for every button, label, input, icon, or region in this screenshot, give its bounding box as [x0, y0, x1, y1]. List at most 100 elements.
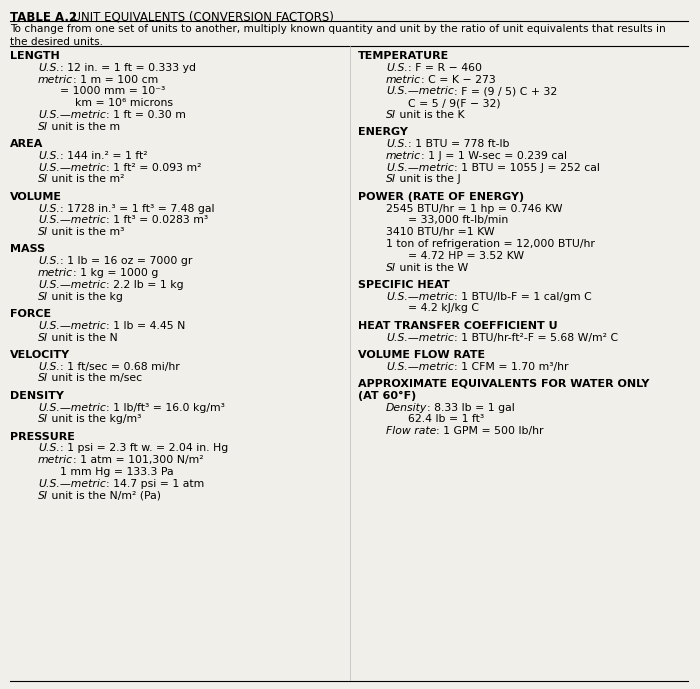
- Text: : 12 in. = 1 ft = 0.333 yd: : 12 in. = 1 ft = 0.333 yd: [60, 63, 196, 73]
- Text: LENGTH: LENGTH: [10, 51, 60, 61]
- Text: : 1 ft³ = 0.0283 m³: : 1 ft³ = 0.0283 m³: [106, 216, 208, 225]
- Text: U.S.—metric: U.S.—metric: [386, 362, 454, 371]
- Text: unit is the kg: unit is the kg: [48, 291, 123, 302]
- Text: : 2.2 lb = 1 kg: : 2.2 lb = 1 kg: [106, 280, 183, 290]
- Text: VOLUME FLOW RATE: VOLUME FLOW RATE: [358, 350, 485, 360]
- Text: unit is the m³: unit is the m³: [48, 227, 125, 237]
- Text: : 1 BTU/lb-F = 1 cal/gm C: : 1 BTU/lb-F = 1 cal/gm C: [454, 291, 592, 302]
- Text: = 33,000 ft-lb/min: = 33,000 ft-lb/min: [408, 216, 508, 225]
- Text: : 1728 in.³ = 1 ft³ = 7.48 gal: : 1728 in.³ = 1 ft³ = 7.48 gal: [60, 204, 214, 214]
- Text: SI: SI: [38, 414, 48, 424]
- Text: SI: SI: [386, 110, 396, 120]
- Text: : 1 lb = 4.45 N: : 1 lb = 4.45 N: [106, 321, 186, 331]
- Text: unit is the m: unit is the m: [48, 122, 120, 132]
- Text: SI: SI: [38, 291, 48, 302]
- Text: FORCE: FORCE: [10, 309, 51, 319]
- Text: U.S.: U.S.: [38, 256, 60, 267]
- Text: 1 ton of refrigeration = 12,000 BTU/hr: 1 ton of refrigeration = 12,000 BTU/hr: [386, 239, 595, 249]
- Text: unit is the m²: unit is the m²: [48, 174, 125, 185]
- Text: the desired units.: the desired units.: [10, 37, 103, 47]
- Text: U.S.—metric: U.S.—metric: [386, 333, 454, 342]
- Text: unit is the K: unit is the K: [396, 110, 465, 120]
- Text: U.S.—metric: U.S.—metric: [38, 280, 106, 290]
- Text: APPROXIMATE EQUIVALENTS FOR WATER ONLY: APPROXIMATE EQUIVALENTS FOR WATER ONLY: [358, 379, 650, 389]
- Text: : C = K − 273: : C = K − 273: [421, 74, 496, 85]
- Text: U.S.: U.S.: [38, 151, 60, 161]
- Text: C = 5 / 9(F − 32): C = 5 / 9(F − 32): [408, 99, 500, 108]
- Text: U.S.—metric: U.S.—metric: [38, 216, 106, 225]
- Text: U.S.—metric: U.S.—metric: [386, 86, 454, 96]
- Text: SI: SI: [38, 227, 48, 237]
- Text: TEMPERATURE: TEMPERATURE: [358, 51, 449, 61]
- Text: SI: SI: [38, 333, 48, 342]
- Text: : 1 atm = 101,300 N/m²: : 1 atm = 101,300 N/m²: [73, 455, 204, 465]
- Text: U.S.—metric: U.S.—metric: [38, 163, 106, 173]
- Text: 2545 BTU/hr = 1 hp = 0.746 KW: 2545 BTU/hr = 1 hp = 0.746 KW: [386, 204, 563, 214]
- Text: POWER (RATE OF ENERGY): POWER (RATE OF ENERGY): [358, 192, 524, 202]
- Text: metric: metric: [38, 455, 73, 465]
- Text: 62.4 lb = 1 ft³: 62.4 lb = 1 ft³: [408, 414, 484, 424]
- Text: U.S.: U.S.: [386, 139, 408, 149]
- Text: : 1 BTU/hr-ft²-F = 5.68 W/m² C: : 1 BTU/hr-ft²-F = 5.68 W/m² C: [454, 333, 618, 342]
- Text: = 4.2 kJ/kg C: = 4.2 kJ/kg C: [408, 303, 479, 313]
- Text: Density: Density: [386, 402, 427, 413]
- Text: : 14.7 psi = 1 atm: : 14.7 psi = 1 atm: [106, 479, 204, 489]
- Text: : 1 m = 100 cm: : 1 m = 100 cm: [73, 74, 158, 85]
- Text: : 1 J = 1 W-sec = 0.239 cal: : 1 J = 1 W-sec = 0.239 cal: [421, 151, 567, 161]
- Text: SI: SI: [386, 174, 396, 185]
- Text: : 1 ft/sec = 0.68 mi/hr: : 1 ft/sec = 0.68 mi/hr: [60, 362, 180, 371]
- Text: metric: metric: [386, 151, 421, 161]
- Text: SI: SI: [38, 122, 48, 132]
- Text: VELOCITY: VELOCITY: [10, 350, 70, 360]
- Text: unit is the N: unit is the N: [48, 333, 118, 342]
- Text: : 8.33 lb = 1 gal: : 8.33 lb = 1 gal: [427, 402, 515, 413]
- Text: : 1 lb/ft³ = 16.0 kg/m³: : 1 lb/ft³ = 16.0 kg/m³: [106, 402, 225, 413]
- Text: SI: SI: [38, 373, 48, 384]
- Text: : 144 in.² = 1 ft²: : 144 in.² = 1 ft²: [60, 151, 148, 161]
- Text: metric: metric: [386, 74, 421, 85]
- Text: U.S.—metric: U.S.—metric: [38, 110, 106, 120]
- Text: unit is the W: unit is the W: [396, 263, 468, 273]
- Text: : 1 BTU = 1055 J = 252 cal: : 1 BTU = 1055 J = 252 cal: [454, 163, 600, 173]
- Text: : F = (9 / 5) C + 32: : F = (9 / 5) C + 32: [454, 86, 557, 96]
- Text: Flow rate: Flow rate: [386, 426, 436, 436]
- Text: unit is the N/m² (Pa): unit is the N/m² (Pa): [48, 491, 161, 501]
- Text: SI: SI: [38, 491, 48, 501]
- Text: : 1 ft = 0.30 m: : 1 ft = 0.30 m: [106, 110, 186, 120]
- Text: UNIT EQUIVALENTS (CONVERSION FACTORS): UNIT EQUIVALENTS (CONVERSION FACTORS): [65, 11, 334, 24]
- Text: : 1 kg = 1000 g: : 1 kg = 1000 g: [73, 268, 158, 278]
- Text: To change from one set of units to another, multiply known quantity and unit by : To change from one set of units to anoth…: [10, 24, 666, 34]
- Text: 1 mm Hg = 133.3 Pa: 1 mm Hg = 133.3 Pa: [60, 467, 174, 477]
- Text: HEAT TRANSFER COEFFICIENT U: HEAT TRANSFER COEFFICIENT U: [358, 321, 558, 331]
- Text: U.S.: U.S.: [386, 63, 408, 73]
- Text: U.S.: U.S.: [38, 444, 60, 453]
- Text: km = 10⁶ microns: km = 10⁶ microns: [75, 99, 173, 108]
- Text: : 1 CFM = 1.70 m³/hr: : 1 CFM = 1.70 m³/hr: [454, 362, 568, 371]
- Text: : 1 GPM = 500 lb/hr: : 1 GPM = 500 lb/hr: [436, 426, 544, 436]
- Text: unit is the J: unit is the J: [396, 174, 461, 185]
- Text: DENSITY: DENSITY: [10, 391, 64, 401]
- Text: : 1 BTU = 778 ft-lb: : 1 BTU = 778 ft-lb: [408, 139, 510, 149]
- Text: : 1 psi = 2.3 ft w. = 2.04 in. Hg: : 1 psi = 2.3 ft w. = 2.04 in. Hg: [60, 444, 228, 453]
- Text: U.S.—metric: U.S.—metric: [38, 479, 106, 489]
- Text: MASS: MASS: [10, 245, 45, 254]
- Text: VOLUME: VOLUME: [10, 192, 62, 202]
- Text: 3410 BTU/hr =1 KW: 3410 BTU/hr =1 KW: [386, 227, 495, 237]
- Text: metric: metric: [38, 74, 73, 85]
- Text: : 1 lb = 16 oz = 7000 gr: : 1 lb = 16 oz = 7000 gr: [60, 256, 192, 267]
- Text: = 4.72 HP = 3.52 KW: = 4.72 HP = 3.52 KW: [408, 251, 524, 261]
- Text: unit is the kg/m³: unit is the kg/m³: [48, 414, 141, 424]
- Text: unit is the m/sec: unit is the m/sec: [48, 373, 142, 384]
- Text: PRESSURE: PRESSURE: [10, 432, 75, 442]
- Text: : 1 ft² = 0.093 m²: : 1 ft² = 0.093 m²: [106, 163, 202, 173]
- Text: U.S.—metric: U.S.—metric: [38, 402, 106, 413]
- Text: U.S.: U.S.: [38, 63, 60, 73]
- Text: SPECIFIC HEAT: SPECIFIC HEAT: [358, 280, 449, 290]
- Text: U.S.—metric: U.S.—metric: [38, 321, 106, 331]
- Text: (AT 60°F): (AT 60°F): [358, 391, 416, 401]
- Text: ENERGY: ENERGY: [358, 127, 408, 137]
- Text: TABLE A.2: TABLE A.2: [10, 11, 77, 24]
- Text: SI: SI: [386, 263, 396, 273]
- Text: = 1000 mm = 10⁻³: = 1000 mm = 10⁻³: [60, 86, 165, 96]
- Text: U.S.: U.S.: [38, 362, 60, 371]
